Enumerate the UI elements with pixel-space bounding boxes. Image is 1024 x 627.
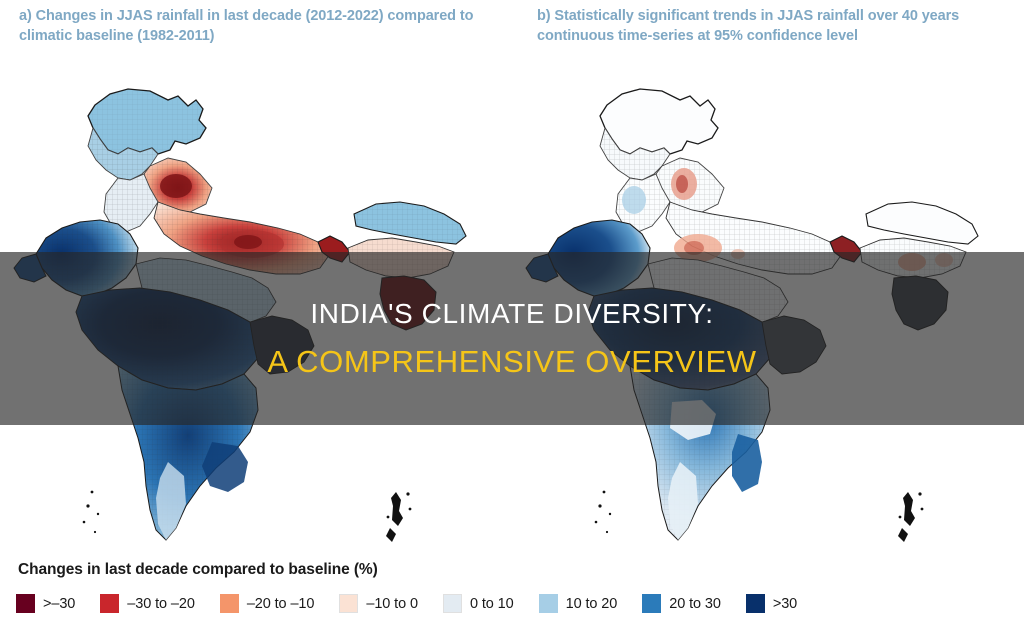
legend-item: >30 bbox=[745, 594, 798, 613]
region-himachal-hotspot-b bbox=[655, 157, 725, 213]
region-himalayan-hotspot-a bbox=[143, 157, 213, 213]
overlay-headline: INDIA'S CLIMATE DIVERSITY: bbox=[310, 298, 714, 330]
region-arunachal-a bbox=[353, 201, 467, 245]
region-arunachal-b bbox=[865, 201, 979, 245]
lakshadweep-islands-a bbox=[82, 490, 100, 534]
legend-swatch bbox=[339, 594, 359, 613]
legend-swatch bbox=[219, 594, 239, 613]
legend-swatch bbox=[538, 594, 558, 613]
legend-title: Changes in last decade compared to basel… bbox=[18, 561, 378, 578]
overlay-subheadline: A COMPREHENSIVE OVERVIEW bbox=[267, 343, 757, 379]
region-himachal-a bbox=[87, 126, 159, 181]
legend-label: –10 to 0 bbox=[366, 595, 418, 612]
legend-label: 0 to 10 bbox=[469, 595, 514, 612]
legend-items: >–30 –30 to –20 –20 to –10 –10 to 0 0 to 10 1… bbox=[16, 594, 1016, 613]
legend-swatch bbox=[16, 594, 35, 613]
region-himachal-b bbox=[599, 126, 671, 181]
legend-item: 10 to 20 bbox=[538, 594, 618, 613]
legend-item: >–30 bbox=[16, 594, 75, 613]
legend-item: –20 to –10 bbox=[219, 594, 315, 613]
figure-titles: a) Changes in JJAS rainfall in last deca… bbox=[0, 0, 1024, 62]
legend-label: –20 to –10 bbox=[246, 595, 315, 612]
legend-swatch bbox=[442, 594, 462, 613]
legend: Changes in last decade compared to basel… bbox=[0, 542, 1024, 627]
andaman-nicobar-islands-b bbox=[898, 492, 924, 542]
region-punjab-haryana-a bbox=[103, 173, 159, 233]
panel-b-title: b) Statistically significant trends in J… bbox=[537, 8, 960, 44]
legend-label: 10 to 20 bbox=[565, 595, 618, 612]
legend-item: 20 to 30 bbox=[642, 594, 721, 613]
lakshadweep-islands-b bbox=[594, 490, 612, 534]
legend-label: >30 bbox=[772, 595, 798, 612]
legend-swatch bbox=[745, 594, 765, 613]
region-jammu-kashmir-b bbox=[599, 88, 719, 155]
legend-item: –30 to –20 bbox=[100, 594, 195, 613]
region-punjab-haryana-b bbox=[615, 173, 671, 233]
legend-label: >–30 bbox=[43, 595, 76, 612]
region-jammu-kashmir-a bbox=[87, 88, 207, 155]
panel-a-title: a) Changes in JJAS rainfall in last deca… bbox=[19, 8, 474, 44]
legend-item: –10 to 0 bbox=[339, 594, 418, 613]
legend-label: 20 to 30 bbox=[669, 595, 721, 612]
legend-swatch bbox=[642, 594, 662, 613]
legend-label: –30 to –20 bbox=[127, 595, 195, 612]
legend-item: 0 to 10 bbox=[442, 594, 514, 613]
legend-swatch bbox=[100, 594, 120, 613]
title-overlay-band: INDIA'S CLIMATE DIVERSITY: A COMPREHENSI… bbox=[0, 252, 1024, 425]
andaman-nicobar-islands-a bbox=[386, 492, 412, 542]
